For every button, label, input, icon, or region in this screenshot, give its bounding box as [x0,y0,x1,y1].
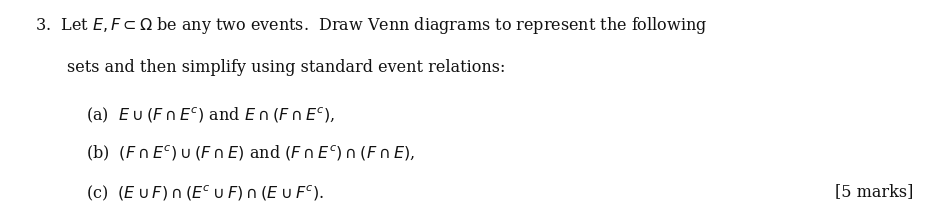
Text: (c)  $(E \cup F) \cap (E^c \cup F) \cap (E \cup F^c)$.: (c) $(E \cup F) \cap (E^c \cup F) \cap (… [86,184,324,203]
Text: (b)  $(F \cap E^c) \cup (F \cap E)$ and $(F \cap E^c) \cap (F \cap E)$,: (b) $(F \cap E^c) \cup (F \cap E)$ and $… [86,143,415,163]
Text: sets and then simplify using standard event relations:: sets and then simplify using standard ev… [67,59,505,76]
Text: 3.  Let $E, F \subset \Omega$ be any two events.  Draw Venn diagrams to represen: 3. Let $E, F \subset \Omega$ be any two … [35,15,708,36]
Text: [5 marks]: [5 marks] [835,184,913,201]
Text: (a)  $E \cup (F \cap E^c)$ and $E \cap (F \cap E^c)$,: (a) $E \cup (F \cap E^c)$ and $E \cap (F… [86,106,335,125]
